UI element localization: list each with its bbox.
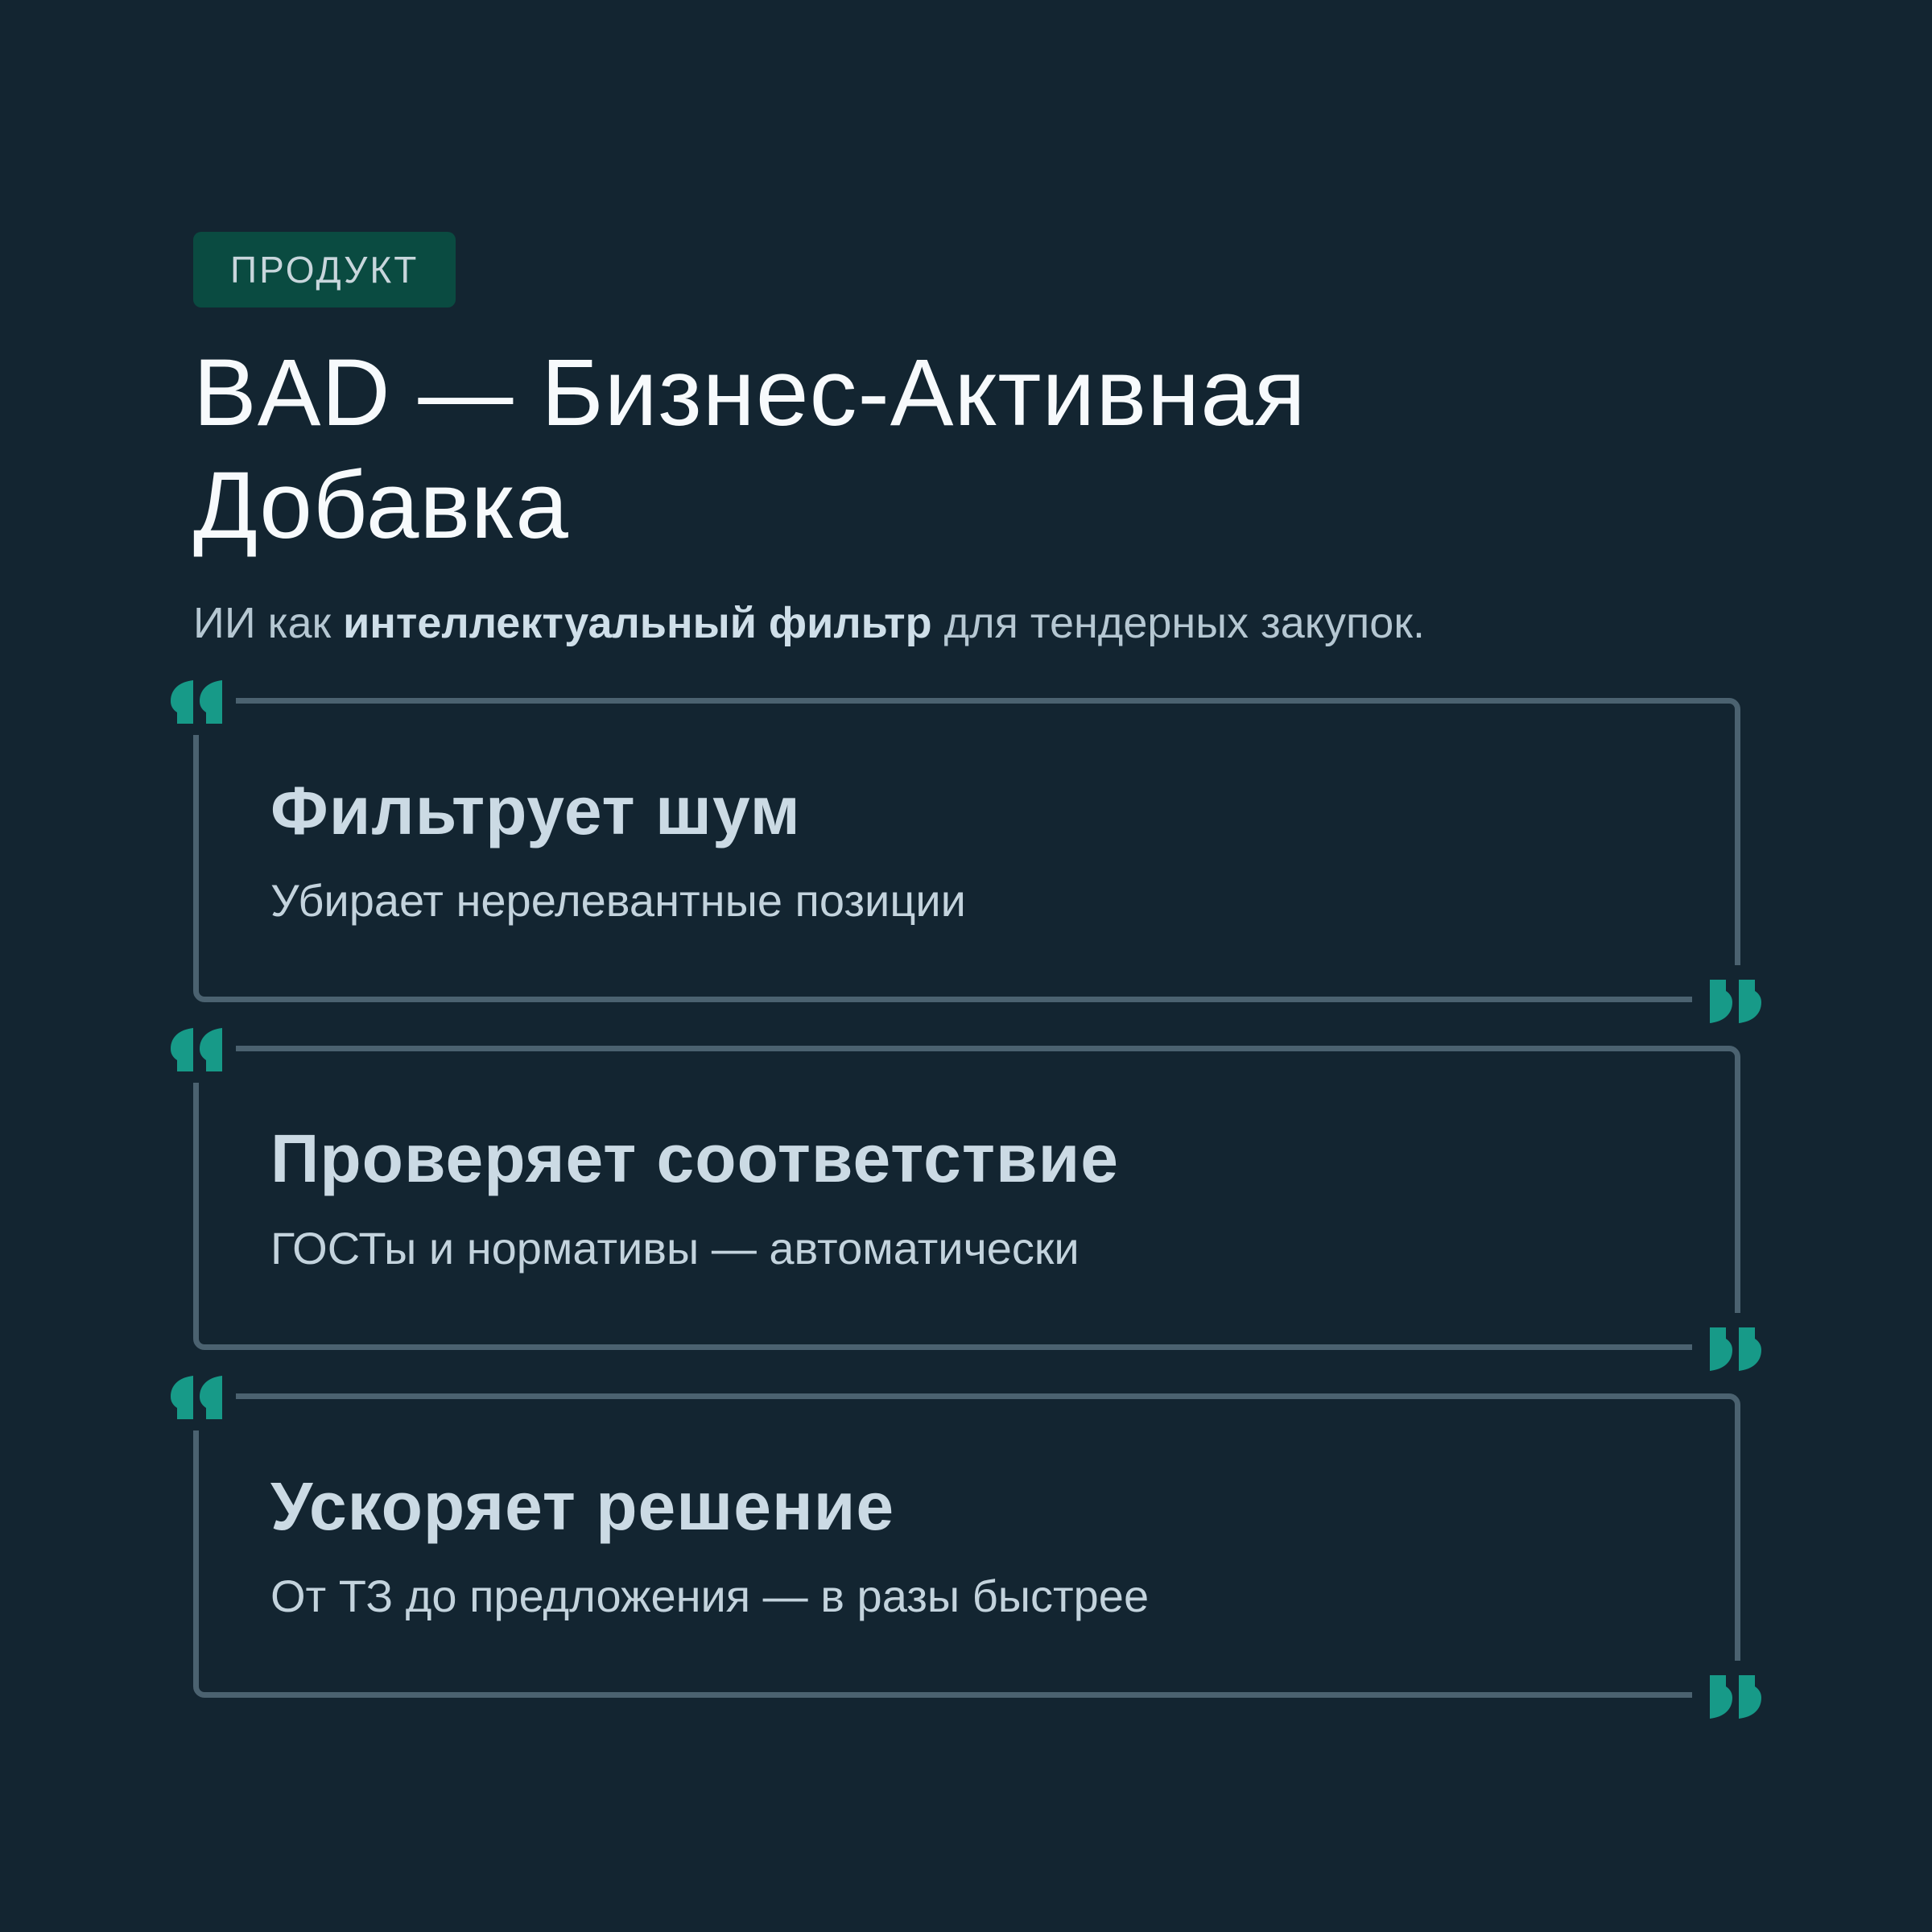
- subtitle-suffix: для тендерных закупок.: [931, 599, 1425, 647]
- feature-card-list: Фильтрует шум Убирает нерелевантные пози…: [171, 679, 1932, 1719]
- feature-card-speed-decision: Ускоряет решение От ТЗ до предложения — …: [171, 1375, 1761, 1719]
- feature-card-check-compliance: Проверяет соответствие ГОСТы и нормативы…: [171, 1027, 1761, 1371]
- card-frame: [193, 1045, 1740, 1350]
- subtitle-prefix: ИИ как: [193, 599, 344, 647]
- close-quote-icon: [1710, 1327, 1761, 1371]
- card-heading: Проверяет соответствие: [270, 1120, 1119, 1196]
- category-badge: ПРОДУКТ: [193, 232, 456, 308]
- card-description: От ТЗ до предложения — в разы быстрее: [270, 1571, 1150, 1622]
- card-heading: Фильтрует шум: [270, 772, 801, 848]
- open-quote-icon: [171, 1027, 222, 1071]
- card-frame: [193, 1393, 1740, 1698]
- close-quote-icon: [1710, 1674, 1761, 1719]
- close-quote-icon: [1710, 979, 1761, 1023]
- feature-card-filter-noise: Фильтрует шум Убирает нерелевантные пози…: [171, 679, 1761, 1023]
- card-frame: [193, 697, 1740, 1002]
- page-title: BAD — Бизнес-Активная Добавка: [193, 340, 1307, 559]
- card-content: Проверяет соответствие ГОСТы и нормативы…: [193, 1046, 1740, 1276]
- card-content: Фильтрует шум Убирает нерелевантные пози…: [193, 698, 1740, 928]
- card-description: Убирает нерелевантные позиции: [270, 875, 966, 927]
- subtitle-bold: интеллектуальный фильтр: [343, 599, 932, 647]
- open-quote-icon: [171, 1375, 222, 1419]
- open-quote-icon: [171, 679, 222, 724]
- card-heading: Ускоряет решение: [270, 1468, 895, 1544]
- card-description: ГОСТы и нормативы — автоматически: [270, 1223, 1080, 1274]
- page-subtitle: ИИ как интеллектуальный фильтр для тенде…: [193, 597, 1740, 650]
- card-content: Ускоряет решение От ТЗ до предложения — …: [193, 1393, 1740, 1624]
